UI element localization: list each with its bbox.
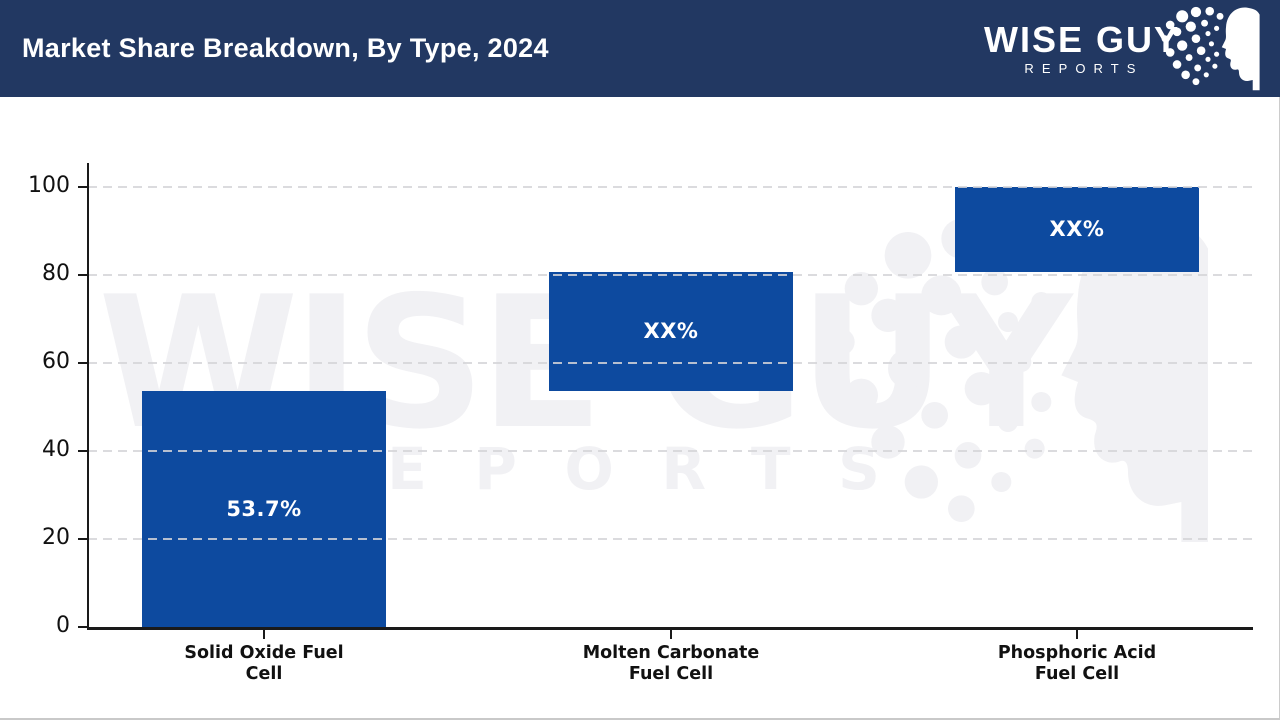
bar-value-label: XX% — [1049, 217, 1105, 242]
gridline — [88, 538, 1253, 540]
y-tick-label: 80 — [42, 261, 70, 286]
x-category-label-line: Solid Oxide Fuel — [184, 643, 344, 663]
bar: XX% — [955, 187, 1199, 272]
x-category-label: Phosphoric Acid Fuel Cell — [907, 643, 1247, 685]
x-category-label-line: Molten Carbonate — [582, 643, 760, 663]
chart-title: Market Share Breakdown, By Type, 2024 — [22, 33, 549, 63]
gridline — [88, 186, 1253, 188]
y-tick — [78, 450, 88, 452]
header: Market Share Breakdown, By Type, 2024 WI… — [0, 0, 1280, 97]
y-tick — [78, 626, 88, 628]
logo-wordmark: WISE GUY — [983, 19, 1180, 60]
bar: 53.7% — [142, 390, 386, 627]
logo-reports-label: REPORTS — [1024, 61, 1144, 76]
y-tick — [78, 362, 88, 364]
y-tick — [78, 274, 88, 276]
watermark-face-icon — [828, 218, 1208, 542]
chart-area: WISE GUY REPORTS 53.7%XX%XX%020406080100… — [0, 97, 1280, 718]
y-axis-line — [87, 163, 89, 630]
gridline — [88, 274, 1253, 276]
gridline — [88, 450, 1253, 452]
x-category-label-line: Fuel Cell — [628, 664, 714, 684]
x-category-label: Solid Oxide Fuel Cell — [94, 643, 434, 685]
x-category-label-line: Phosphoric Acid — [997, 643, 1157, 663]
plot-area: 53.7% XX% XX% 0 20 40 60 80 100 Solid Oxide Fuel C… — [0, 97, 1279, 718]
x-category-label: Molten Carbonate Fuel Cell — [501, 643, 841, 685]
x-axis-line — [87, 627, 1253, 630]
watermark-reports: REPORTS — [295, 435, 928, 503]
x-tick — [263, 630, 265, 639]
x-tick — [1076, 630, 1078, 639]
y-tick-label: 0 — [56, 613, 70, 638]
bar-value-label: 53.7% — [226, 496, 302, 521]
y-tick-label: 60 — [42, 349, 70, 374]
bar: XX% — [549, 271, 793, 391]
logo-text: WISE GUY REPORTS — [983, 19, 1180, 77]
gridline — [88, 362, 1253, 364]
x-category-label-line: Cell — [245, 664, 283, 684]
y-tick-label: 100 — [28, 173, 70, 198]
face-profile-icon — [1161, 6, 1260, 90]
y-tick — [78, 186, 88, 188]
bar-value-label: XX% — [643, 319, 699, 344]
y-tick — [78, 538, 88, 540]
x-tick — [670, 630, 672, 639]
y-tick-label: 20 — [42, 525, 70, 550]
wise-guy-logo: WISE GUY REPORTS — [984, 6, 1262, 92]
y-tick-label: 40 — [42, 437, 70, 462]
x-category-label-line: Fuel Cell — [1034, 664, 1120, 684]
